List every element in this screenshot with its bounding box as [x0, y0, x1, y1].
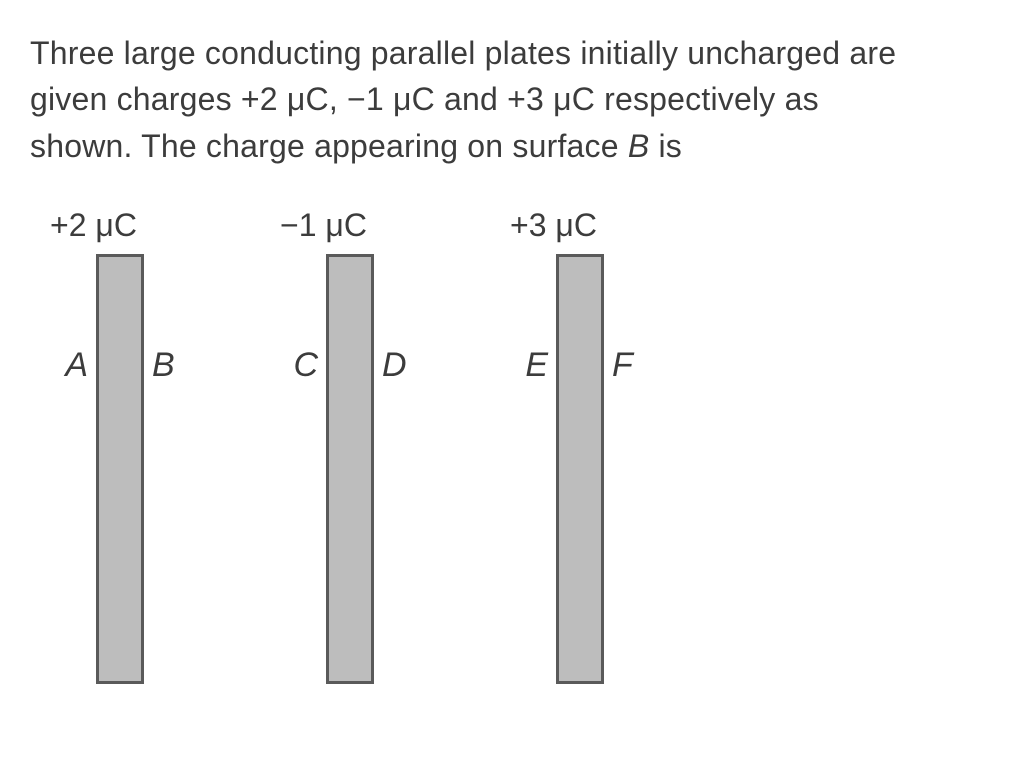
- question-line-3-suffix: is: [649, 128, 682, 164]
- charge-label-3: +3 μC: [510, 207, 597, 244]
- question-line-1: Three large conducting parallel plates i…: [30, 35, 896, 71]
- plate-group-2: −1 μC C D: [280, 207, 367, 684]
- charge-label-2: −1 μC: [280, 207, 367, 244]
- plates-diagram: +2 μC A B −1 μC C D +3 μC: [30, 207, 994, 727]
- plate-rect-1: [96, 254, 144, 684]
- surface-label-D: D: [382, 346, 407, 385]
- question-text: Three large conducting parallel plates i…: [30, 30, 994, 169]
- surface-label-E: E: [525, 346, 548, 385]
- surface-label-C: C: [293, 346, 318, 385]
- question-line-2: given charges +2 μC, −1 μC and +3 μC res…: [30, 81, 819, 117]
- plate-group-3: +3 μC E F: [510, 207, 597, 684]
- plate-row-1: A B: [50, 254, 137, 684]
- question-surface-var: B: [628, 128, 650, 164]
- surface-label-A: A: [65, 346, 88, 385]
- page-root: Three large conducting parallel plates i…: [0, 0, 1024, 727]
- surface-label-F: F: [612, 346, 633, 385]
- question-line-3-prefix: shown. The charge appearing on surface: [30, 128, 628, 164]
- plate-rect-3: [556, 254, 604, 684]
- plate-3: E F: [556, 254, 604, 684]
- plate-2: C D: [326, 254, 374, 684]
- plate-rect-2: [326, 254, 374, 684]
- plate-1: A B: [96, 254, 144, 684]
- charge-label-1: +2 μC: [50, 207, 137, 244]
- plate-row-2: C D: [280, 254, 367, 684]
- plate-group-1: +2 μC A B: [50, 207, 137, 684]
- plate-row-3: E F: [510, 254, 597, 684]
- surface-label-B: B: [152, 346, 175, 385]
